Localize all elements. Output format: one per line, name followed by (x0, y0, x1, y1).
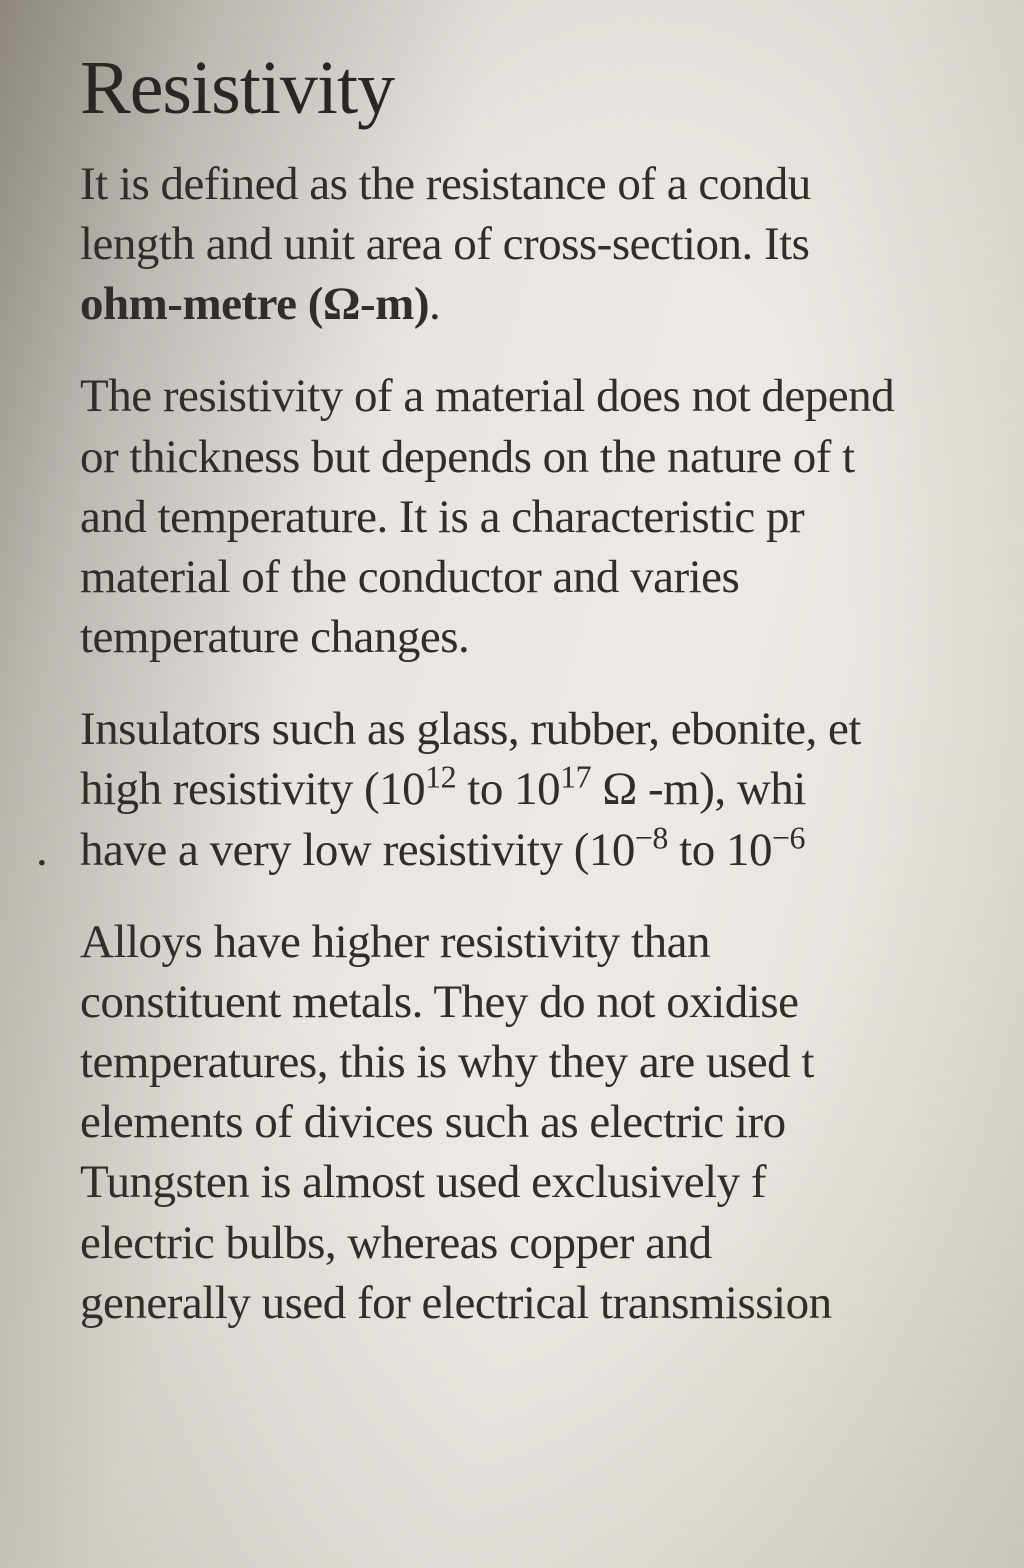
text-fragment: Ω -m), whi (591, 763, 806, 815)
text-line: electric bulbs, whereas copper and (80, 1217, 712, 1269)
text-line: It is defined as the resistance of a con… (80, 158, 811, 210)
text-line: The resistivity of a material does not d… (80, 370, 894, 422)
text-fragment: high resistivity (10 (80, 763, 425, 815)
text-line: and temperature. It is a characteristic … (80, 491, 804, 543)
superscript: −8 (635, 820, 668, 855)
text-fragment: have a very low resistivity (10 (80, 824, 635, 876)
superscript: 17 (560, 760, 591, 795)
text-line: Insulators such as glass, rubber, ebonit… (80, 703, 861, 755)
text-fragment: to 10 (668, 824, 772, 876)
text-line: Tungsten is almost used exclusively f (80, 1156, 766, 1208)
period: . (429, 278, 440, 330)
paragraph-insulators: Insulators such as glass, rubber, ebonit… (80, 699, 1024, 879)
text-line: generally used for electrical transmissi… (80, 1277, 832, 1329)
superscript: 12 (425, 760, 456, 795)
text-line: constituent metals. They do not oxidise (80, 976, 798, 1028)
text-fragment: to 10 (456, 763, 560, 815)
text-line: material of the conductor and varies (80, 551, 739, 603)
text-line: or thickness but depends on the nature o… (80, 431, 855, 483)
unit-bold: ohm-metre (Ω-m) (80, 278, 429, 330)
text-line: length and unit area of cross-section. I… (80, 218, 809, 270)
text-line: temperature changes. (80, 611, 469, 663)
paragraph-definition: It is defined as the resistance of a con… (80, 154, 1024, 334)
text-line: temperatures, this is why they are used … (80, 1036, 814, 1088)
textbook-page: Resistivity It is defined as the resista… (80, 50, 1024, 1333)
bullet-dot: . (36, 820, 47, 880)
superscript: −6 (772, 820, 805, 855)
text-line: Alloys have higher resistivity than (80, 916, 710, 968)
paragraph-depends: The resistivity of a material does not d… (80, 366, 1024, 667)
section-heading: Resistivity (80, 50, 1024, 126)
text-line: elements of divices such as electric iro (80, 1096, 786, 1148)
paragraph-alloys: Alloys have higher resistivity than cons… (80, 912, 1024, 1333)
